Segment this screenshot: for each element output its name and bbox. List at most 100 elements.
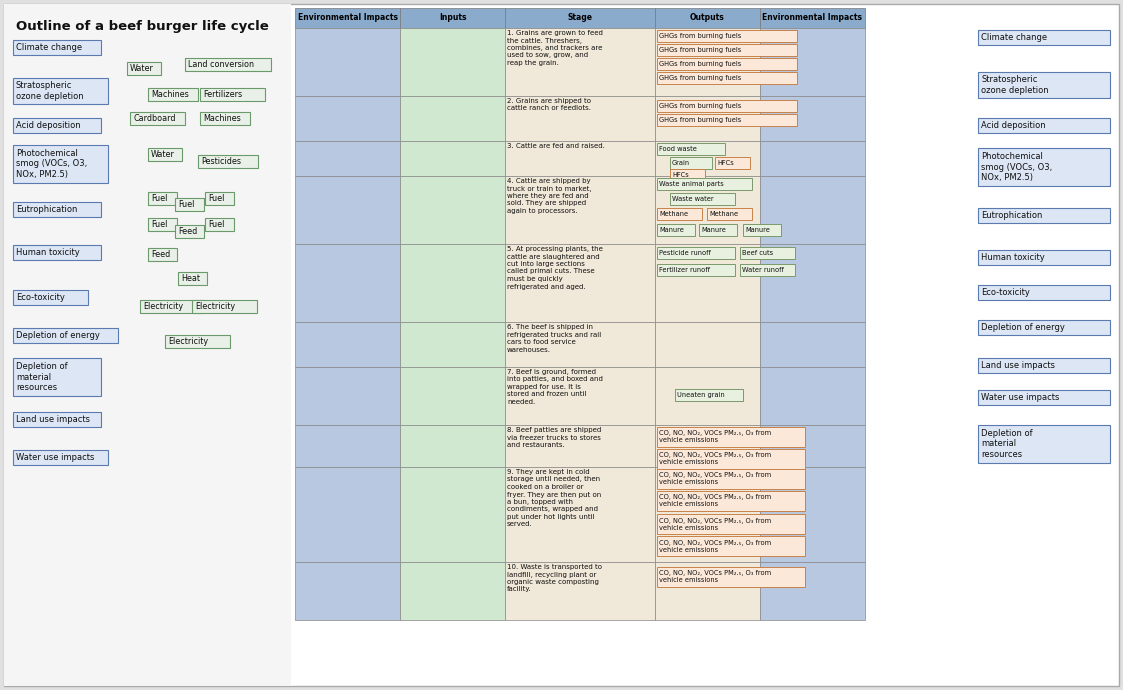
Bar [760, 562, 865, 620]
Text: Outline of a beef burger life cycle: Outline of a beef burger life cycle [16, 20, 268, 33]
FancyBboxPatch shape [670, 169, 705, 181]
Text: Cardboard: Cardboard [133, 114, 175, 123]
Text: Water use impacts: Water use impacts [16, 453, 94, 462]
Text: GHGs from burning fuels: GHGs from burning fuels [659, 103, 741, 109]
FancyBboxPatch shape [198, 155, 258, 168]
FancyBboxPatch shape [185, 58, 271, 71]
FancyBboxPatch shape [13, 40, 101, 55]
FancyBboxPatch shape [657, 224, 695, 236]
FancyBboxPatch shape [675, 389, 743, 401]
Bar [505, 244, 655, 322]
Text: Stratospheric
ozone depletion: Stratospheric ozone depletion [982, 75, 1049, 95]
Bar [655, 322, 760, 367]
Bar [655, 28, 760, 96]
Bar [295, 425, 400, 467]
Bar [505, 28, 655, 96]
Bar [760, 425, 865, 467]
FancyBboxPatch shape [657, 114, 797, 126]
Bar [655, 244, 760, 322]
FancyBboxPatch shape [978, 118, 1110, 133]
Text: Fertilizer runoff: Fertilizer runoff [659, 267, 710, 273]
Bar [505, 367, 655, 425]
Text: 1. Grains are grown to feed
the cattle. Threshers,
combines, and trackers are
us: 1. Grains are grown to feed the cattle. … [506, 30, 603, 66]
Bar [655, 96, 760, 141]
FancyBboxPatch shape [165, 335, 230, 348]
Bar [760, 244, 865, 322]
Text: Acid deposition: Acid deposition [982, 121, 1046, 130]
Text: HFCs: HFCs [716, 160, 733, 166]
Text: Waste animal parts: Waste animal parts [659, 181, 723, 187]
Text: GHGs from burning fuels: GHGs from burning fuels [659, 61, 741, 67]
Text: Uneaten grain: Uneaten grain [677, 392, 724, 398]
FancyBboxPatch shape [978, 250, 1110, 265]
Text: CO, NO, NO₂, VOCs PM₂.₅, O₃ from
vehicle emissions: CO, NO, NO₂, VOCs PM₂.₅, O₃ from vehicle… [659, 495, 772, 508]
Bar [760, 467, 865, 562]
FancyBboxPatch shape [670, 157, 712, 169]
Text: Pesticide runoff: Pesticide runoff [659, 250, 711, 256]
FancyBboxPatch shape [140, 300, 206, 313]
Bar [295, 96, 400, 141]
Bar [760, 322, 865, 367]
FancyBboxPatch shape [707, 208, 752, 220]
FancyBboxPatch shape [978, 320, 1110, 335]
Text: Food waste: Food waste [659, 146, 697, 152]
FancyBboxPatch shape [148, 148, 182, 161]
Text: Water runoff: Water runoff [742, 267, 784, 273]
FancyBboxPatch shape [978, 30, 1110, 45]
Text: Stage: Stage [567, 14, 593, 23]
Text: GHGs from burning fuels: GHGs from burning fuels [659, 117, 741, 123]
FancyBboxPatch shape [699, 224, 737, 236]
FancyBboxPatch shape [127, 62, 161, 75]
Text: Eco-toxicity: Eco-toxicity [982, 288, 1030, 297]
FancyBboxPatch shape [657, 449, 805, 469]
Bar [760, 176, 865, 244]
Text: Eutrophication: Eutrophication [982, 211, 1042, 220]
FancyBboxPatch shape [740, 247, 795, 259]
Text: Water use impacts: Water use impacts [982, 393, 1059, 402]
Bar [505, 425, 655, 467]
FancyBboxPatch shape [13, 290, 88, 305]
FancyBboxPatch shape [657, 44, 797, 56]
Text: CO, NO, NO₂, VOCs PM₂.₅, O₃ from
vehicle emissions: CO, NO, NO₂, VOCs PM₂.₅, O₃ from vehicle… [659, 431, 772, 444]
Text: Eco-toxicity: Eco-toxicity [16, 293, 65, 302]
FancyBboxPatch shape [657, 143, 725, 155]
FancyBboxPatch shape [175, 198, 203, 211]
Text: Water: Water [150, 150, 175, 159]
Text: CO, NO, NO₂, VOCs PM₂.₅, O₃ from
vehicle emissions: CO, NO, NO₂, VOCs PM₂.₅, O₃ from vehicle… [659, 540, 772, 553]
FancyBboxPatch shape [978, 148, 1110, 186]
Text: Depletion of
material
resources: Depletion of material resources [16, 362, 67, 392]
Bar [400, 562, 505, 620]
Bar [655, 467, 760, 562]
FancyBboxPatch shape [13, 118, 101, 133]
FancyBboxPatch shape [978, 390, 1110, 405]
Text: Acid deposition: Acid deposition [16, 121, 81, 130]
Text: Environmental Impacts: Environmental Impacts [763, 14, 862, 23]
Bar [295, 467, 400, 562]
Bar [760, 367, 865, 425]
FancyBboxPatch shape [148, 192, 176, 205]
FancyBboxPatch shape [715, 157, 750, 169]
FancyBboxPatch shape [13, 202, 101, 217]
FancyBboxPatch shape [200, 112, 249, 125]
FancyBboxPatch shape [179, 272, 207, 285]
Bar [400, 425, 505, 467]
Text: Fuel: Fuel [208, 220, 225, 229]
Text: Fuel: Fuel [150, 220, 167, 229]
Text: 10. Waste is transported to
landfill, recycling plant or
organic waste compostin: 10. Waste is transported to landfill, re… [506, 564, 602, 593]
FancyBboxPatch shape [978, 358, 1110, 373]
FancyBboxPatch shape [978, 425, 1110, 463]
Text: Manure: Manure [701, 227, 725, 233]
Text: Manure: Manure [659, 227, 684, 233]
Text: Electricity: Electricity [195, 302, 235, 311]
Text: Fertilizers: Fertilizers [203, 90, 243, 99]
Bar [295, 176, 400, 244]
FancyBboxPatch shape [657, 491, 805, 511]
Text: Electricity: Electricity [143, 302, 183, 311]
Text: Machines: Machines [150, 90, 189, 99]
FancyBboxPatch shape [670, 193, 734, 205]
Text: Feed: Feed [179, 227, 198, 236]
FancyBboxPatch shape [657, 208, 702, 220]
Bar [760, 141, 865, 176]
Text: Electricity: Electricity [168, 337, 208, 346]
Text: 2. Grains are shipped to
cattle ranch or feedlots.: 2. Grains are shipped to cattle ranch or… [506, 98, 591, 112]
